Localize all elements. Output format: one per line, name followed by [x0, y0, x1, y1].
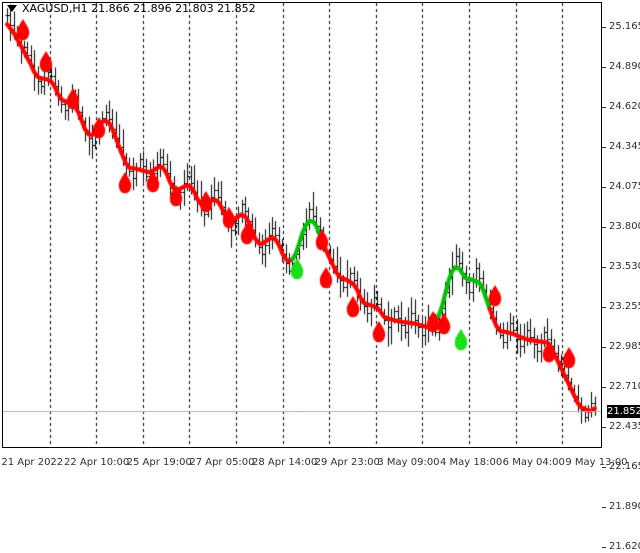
price-tick-label: 22.985 [609, 341, 640, 352]
time-axis[interactable]: 21 Apr 2022 22 Apr 10:00 25 Apr 19:00 27 Ap… [0, 452, 640, 474]
price-tick-label: 21.890 [609, 501, 640, 512]
chart-plot-area[interactable] [2, 2, 602, 448]
time-axis-label: 28 Apr 14:00 [252, 457, 318, 468]
tick-mark [602, 266, 606, 268]
price-tick-label: 23.530 [609, 261, 640, 272]
price-axis-tick: 21.620 [602, 541, 640, 553]
price-tick-label: 23.255 [609, 301, 640, 312]
time-axis-label: 27 Apr 05:00 [189, 457, 255, 468]
price-tick-label: 24.620 [609, 101, 640, 112]
time-axis-label: 22 Apr 10:00 [64, 457, 130, 468]
tick-mark [602, 26, 606, 28]
price-tick-label: 22.710 [609, 381, 640, 392]
tick-mark [602, 306, 606, 308]
tick-mark [602, 426, 606, 428]
price-axis-tick: 23.255 [602, 301, 640, 313]
price-tick-label: 24.890 [609, 61, 640, 72]
tick-mark [602, 386, 606, 388]
tick-mark [602, 146, 606, 148]
tick-mark [602, 186, 606, 188]
current-price-tag: 21.852 [607, 405, 640, 419]
tick-mark [602, 66, 606, 68]
price-axis-tick: 22.985 [602, 341, 640, 353]
price-axis-tick: 24.890 [602, 61, 640, 73]
tick-mark [602, 466, 606, 468]
time-axis-label: 3 May 09:00 [377, 457, 440, 468]
price-axis[interactable]: 25.165 24.890 24.620 24.345 24.075 23.800 23.5… [602, 2, 640, 552]
price-axis-tick: 24.620 [602, 101, 640, 113]
time-axis-label: 9 May 13:00 [565, 457, 628, 468]
price-axis-tick: 22.710 [602, 381, 640, 393]
price-tick-label: 22.165 [609, 461, 640, 472]
tick-mark [602, 546, 606, 548]
price-axis-tick: 23.530 [602, 261, 640, 273]
price-tick-label: 24.075 [609, 181, 640, 192]
time-axis-label: 6 May 04:00 [502, 457, 565, 468]
price-tick-label: 23.800 [609, 221, 640, 232]
tick-mark [602, 506, 606, 508]
price-axis-tick: 21.890 [602, 501, 640, 513]
time-axis-label: 4 May 18:00 [440, 457, 503, 468]
price-axis-tick: 23.800 [602, 221, 640, 233]
tick-mark [602, 346, 606, 348]
price-axis-tick: 24.345 [602, 141, 640, 153]
price-chart-canvas[interactable] [3, 3, 601, 447]
time-axis-label: 29 Apr 23:00 [314, 457, 380, 468]
price-axis-tick: 22.165 [602, 461, 640, 473]
tick-mark [602, 106, 606, 108]
price-tick-label: 21.620 [609, 541, 640, 552]
tick-mark [602, 226, 606, 228]
price-axis-tick: 24.075 [602, 181, 640, 193]
price-tick-label: 22.435 [609, 421, 640, 432]
time-axis-label: 21 Apr 2022 [1, 457, 64, 468]
price-axis-tick: 22.435 [602, 421, 640, 433]
price-axis-tick: 25.165 [602, 21, 640, 33]
time-axis-label: 25 Apr 19:00 [126, 457, 192, 468]
price-tick-label: 24.345 [609, 141, 640, 152]
price-tick-label: 25.165 [609, 21, 640, 32]
